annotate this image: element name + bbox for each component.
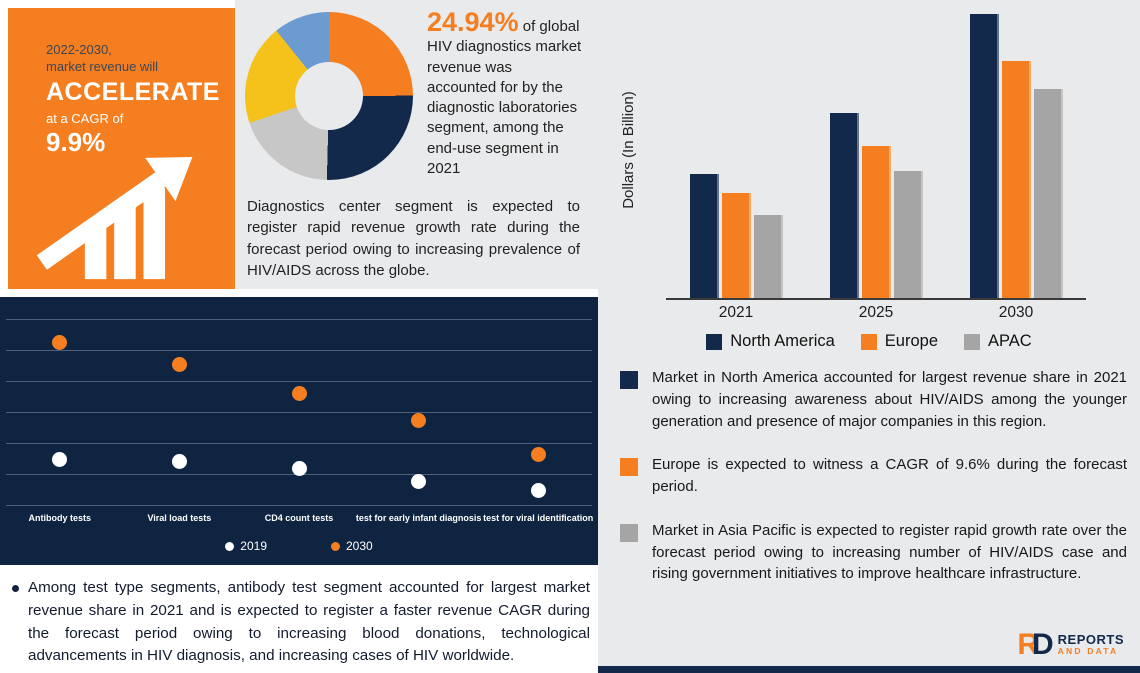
bar-group-2030 <box>946 14 1086 298</box>
dot-plot-point-2030 <box>52 334 68 350</box>
dot-plot-legend-item: 2019 <box>225 539 267 553</box>
dot-plot-gridline <box>6 319 592 320</box>
bar-chart-x-ticks: 2021 2025 2030 <box>666 304 1086 322</box>
legend-dot-icon <box>331 541 340 551</box>
bar-x-tick: 2030 <box>998 304 1034 321</box>
bar-legend-item: APAC <box>964 332 1032 351</box>
logo-letter-r: R <box>1017 628 1039 661</box>
dot-plot-category-label: CD4 count tests <box>264 513 334 523</box>
accel-keyword: ACCELERATE <box>46 77 220 106</box>
test-type-note: Among test type segments, antibody test … <box>0 565 598 673</box>
bar-legend-label: Europe <box>884 332 939 350</box>
bar-legend-item: North America <box>706 332 835 351</box>
top-row: 2022-2030, market revenue will ACCELERAT… <box>0 0 598 297</box>
logo-letter-d: D <box>1031 628 1054 661</box>
dot-plot-legend-item: 2030 <box>331 539 373 553</box>
accelerate-panel: 2022-2030, market revenue will ACCELERAT… <box>8 8 235 289</box>
dot-plot-gridline <box>6 350 592 351</box>
bar-x-tick: 2021 <box>718 304 754 321</box>
bar-Europe <box>721 193 751 298</box>
regional-bullets: Market in North America accounted for la… <box>598 351 1140 585</box>
dot-plot-point-2030 <box>291 385 307 401</box>
legend-square-icon <box>706 333 723 350</box>
donut-highlight-tail: of global HIV diagnostics market revenue… <box>427 18 582 177</box>
dot-plot-category-label: Viral load tests <box>147 513 212 523</box>
regional-bullet: Market in Asia Pacific is expected to re… <box>620 520 1127 585</box>
donut-highlight-value: 24.94% <box>427 7 519 37</box>
bar-legend-label: APAC <box>988 332 1032 350</box>
donut-row: 24.94% of global HIV diagnostics market … <box>241 8 584 180</box>
bar-x-tick: 2025 <box>858 304 894 321</box>
donut-panel: 24.94% of global HIV diagnostics market … <box>235 0 598 289</box>
bar-chart-legend: North America Europe APAC <box>598 332 1140 351</box>
end-use-donut-chart <box>245 12 413 180</box>
bar-APAC <box>893 171 923 298</box>
dot-plot-point-2019 <box>411 474 427 490</box>
reports-and-data-logo: RD REPORTS AND DATA <box>1017 630 1124 660</box>
bar-chart-y-axis-label: Dollars (In Billion) <box>620 91 637 209</box>
bar-North America <box>969 14 999 298</box>
dot-plot-gridline <box>6 505 592 506</box>
right-column: Dollars (In Billion) 2021 2025 2030 North … <box>598 0 1140 673</box>
bullet-square-icon <box>620 458 638 477</box>
bar-group-2021 <box>666 174 806 298</box>
dot-plot-point-2019 <box>171 453 187 469</box>
logo-wordmark: REPORTS AND DATA <box>1057 632 1124 657</box>
growth-arrow-icon <box>36 157 193 280</box>
legend-square-icon <box>964 333 981 350</box>
dot-plot-gridline <box>6 381 592 382</box>
left-column: 2022-2030, market revenue will ACCELERAT… <box>0 0 598 673</box>
dot-plot-point-2019 <box>530 482 546 498</box>
test-type-note-text: Among test type segments, antibody test … <box>28 579 590 665</box>
regional-bar-chart <box>666 8 1086 300</box>
accel-lead: market revenue will <box>46 58 158 74</box>
donut-highlight-text: 24.94% of global HIV diagnostics market … <box>427 8 584 180</box>
accel-cagr-value: 9.9% <box>46 126 106 157</box>
test-type-dot-plot-chart: Antibody tests Viral load tests CD4 count … <box>0 297 598 565</box>
dot-plot-point-2030 <box>530 447 546 463</box>
dot-plot-point-2019 <box>52 452 68 468</box>
dot-plot-legend-label: 2019 <box>240 539 267 553</box>
logo-line2: AND DATA <box>1057 646 1119 657</box>
regional-bar-chart-area: Dollars (In Billion) 2021 2025 2030 North … <box>598 0 1140 351</box>
bar-North America <box>689 174 719 298</box>
bar-APAC <box>753 215 783 298</box>
dot-plot-category-label: test for early infant diagnosis <box>355 513 482 523</box>
bar-Europe <box>1001 61 1031 298</box>
dot-plot-category-label: Antibody tests <box>28 513 92 523</box>
bullet-square-icon <box>620 371 638 389</box>
accel-cagr-label: at a CAGR of <box>46 110 124 126</box>
regional-bullet-text: Market in Asia Pacific is expected to re… <box>652 521 1127 583</box>
bar-Europe <box>861 146 891 298</box>
logo-line1: REPORTS <box>1057 632 1124 648</box>
regional-bullet: Market in North America accounted for la… <box>620 367 1127 432</box>
rd-monogram-icon: RD <box>1017 630 1053 660</box>
diagnostics-center-note: Diagnostics center segment is expected t… <box>247 198 580 280</box>
dot-plot-gridline <box>6 412 592 413</box>
dot-plot-gridline <box>6 443 592 444</box>
dot-plot-category-label: test for viral identification <box>483 513 594 523</box>
legend-square-icon <box>860 333 877 350</box>
bottom-accent-strip <box>598 666 1140 673</box>
legend-dot-icon <box>225 541 235 551</box>
bullet-dot-icon <box>12 585 19 592</box>
bar-legend-item: Europe <box>860 332 939 351</box>
bullet-square-icon <box>620 523 638 542</box>
regional-bullet: Europe is expected to witness a CAGR of … <box>620 454 1127 498</box>
bar-North America <box>829 113 859 298</box>
dot-plot-legend-label: 2030 <box>346 539 373 553</box>
bar-APAC <box>1033 89 1063 298</box>
regional-bullet-text: Europe is expected to witness a CAGR of … <box>652 456 1127 495</box>
dot-plot-point-2030 <box>411 413 427 429</box>
dot-plot-legend: 2019 2030 <box>0 539 598 553</box>
regional-bullet-text: Market in North America accounted for la… <box>652 369 1127 430</box>
bar-legend-label: North America <box>730 332 835 350</box>
accel-period: 2022-2030, <box>46 42 112 57</box>
bar-group-2025 <box>806 113 946 298</box>
dot-plot-point-2030 <box>171 357 187 372</box>
dot-plot-point-2019 <box>291 460 307 476</box>
